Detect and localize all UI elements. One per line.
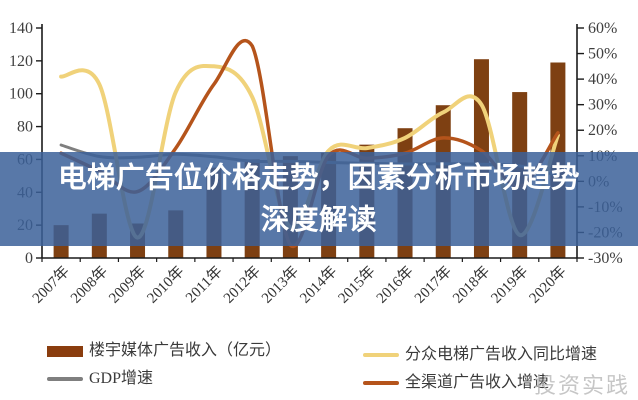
svg-text:100: 100 xyxy=(9,86,33,103)
line-swatch-icon xyxy=(363,381,399,385)
legend-item-elevator-ad-growth: 分众电梯广告收入同比增速 xyxy=(363,346,597,364)
svg-text:140: 140 xyxy=(9,20,33,37)
svg-text:120: 120 xyxy=(9,53,33,70)
svg-text:2016年: 2016年 xyxy=(373,263,417,307)
svg-text:50%: 50% xyxy=(588,46,617,63)
title-overlay-band: 电梯广告位价格走势，因素分析市场趋势 深度解读 xyxy=(0,152,638,246)
svg-text:2007年: 2007年 xyxy=(29,263,73,307)
svg-text:30%: 30% xyxy=(588,97,617,114)
svg-text:2019年: 2019年 xyxy=(488,263,532,307)
svg-text:2017年: 2017年 xyxy=(411,263,455,307)
line-swatch-icon xyxy=(363,353,399,357)
x-axis-labels: 2007年2008年2009年2010年2011年2012年2013年2014年… xyxy=(29,263,570,307)
bar-swatch-icon xyxy=(47,345,83,357)
legend-item-gdp-growth: GDP增速 xyxy=(47,370,153,388)
svg-text:2018年: 2018年 xyxy=(449,263,493,307)
legend-item-omnichannel-ad-growth: 全渠道广告收入增速 xyxy=(363,374,549,392)
legend-label: 楼宇媒体广告收入（亿元） xyxy=(89,342,282,359)
svg-text:2013年: 2013年 xyxy=(258,263,302,307)
svg-text:20%: 20% xyxy=(588,122,617,139)
legend-item-building-media-revenue: 楼宇媒体广告收入（亿元） xyxy=(47,342,281,360)
legend-label: GDP增速 xyxy=(89,370,154,387)
svg-text:2010年: 2010年 xyxy=(144,263,188,307)
svg-text:60%: 60% xyxy=(588,20,617,37)
svg-text:-30%: -30% xyxy=(588,250,623,267)
svg-text:80: 80 xyxy=(17,119,33,136)
svg-text:2009年: 2009年 xyxy=(106,263,150,307)
svg-text:2020年: 2020年 xyxy=(526,263,570,307)
line-swatch-icon xyxy=(47,377,83,381)
x-axis-ticks xyxy=(41,258,578,262)
page-title-line1: 电梯广告位价格走势，因素分析市场趋势 xyxy=(57,162,580,194)
svg-text:40%: 40% xyxy=(588,71,617,88)
chart-legend: 楼宇媒体广告收入（亿元） GDP增速 分众电梯广告收入同比增速 全渠道广告收入增… xyxy=(0,336,638,396)
svg-text:2012年: 2012年 xyxy=(220,263,264,307)
svg-text:0: 0 xyxy=(25,250,33,267)
legend-label: 分众电梯广告收入同比增速 xyxy=(405,346,598,363)
svg-text:2008年: 2008年 xyxy=(67,263,111,307)
svg-text:2011年: 2011年 xyxy=(182,263,225,306)
page-title-line2: 深度解读 xyxy=(260,204,377,236)
watermark-text: 投资实践 xyxy=(533,373,630,398)
svg-text:2015年: 2015年 xyxy=(335,263,379,307)
legend-label: 全渠道广告收入增速 xyxy=(405,374,550,391)
svg-text:2014年: 2014年 xyxy=(297,263,341,307)
